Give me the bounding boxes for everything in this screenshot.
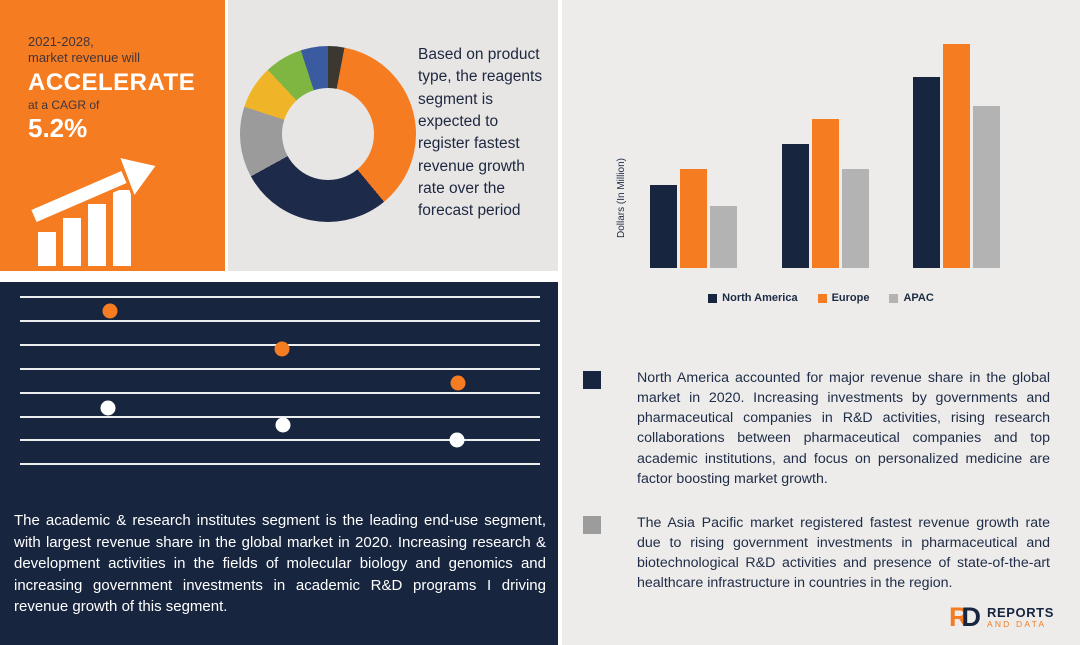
deco-line	[20, 415, 540, 418]
bullet-row: North America accounted for major revenu…	[583, 368, 1050, 489]
legend-label: APAC	[903, 292, 934, 304]
bar-north-america	[913, 77, 940, 268]
legend-label: Europe	[831, 292, 870, 304]
deco-line	[20, 319, 540, 322]
legend-swatch	[817, 293, 827, 303]
bar-apac	[710, 205, 737, 268]
deco-line	[20, 295, 540, 298]
donut-hole	[282, 88, 374, 180]
deco-line	[20, 367, 540, 370]
regional-panel: Dollars (In Million) North America Europe…	[562, 0, 1080, 645]
bullet-square-icon	[583, 371, 601, 389]
asia-pacific-bullet-text: The Asia Pacific market registered faste…	[637, 514, 1050, 592]
deco-dot	[275, 417, 291, 433]
deco-dot	[102, 303, 118, 319]
deco-dot	[450, 375, 466, 391]
donut-chart	[240, 46, 416, 222]
promo-period: 2021-2028,	[28, 34, 94, 49]
promo-cagr-label: at a CAGR of	[28, 97, 100, 112]
legend-item: Europe	[817, 292, 870, 304]
bar-group	[781, 40, 869, 268]
bar-europe	[811, 118, 839, 268]
bar-group	[650, 40, 737, 268]
dot-plot-decoration	[20, 292, 540, 482]
deco-dot	[449, 432, 465, 448]
region-bullets: North America accounted for major revenu…	[583, 368, 1050, 594]
logo-mark-r: R	[948, 602, 969, 632]
end-use-box: The academic & research institutes segme…	[0, 282, 558, 645]
bar-north-america	[650, 185, 677, 268]
legend-item: APAC	[889, 292, 934, 304]
bar-chart-ylabel: Dollars (In Million)	[616, 157, 627, 238]
legend-swatch	[889, 293, 899, 303]
logo-text: REPORTS AND DATA	[986, 604, 1054, 630]
north-america-bullet-text: North America accounted for major revenu…	[637, 370, 1050, 487]
bar-north-america	[781, 143, 809, 268]
bar-europe	[943, 44, 970, 268]
legend-swatch	[708, 293, 718, 303]
regional-bar-chart: Dollars (In Million)	[610, 36, 1020, 268]
deco-dot	[274, 341, 290, 357]
legend-item: North America	[708, 292, 798, 304]
deco-line	[20, 391, 540, 394]
growth-arrow-icon	[30, 153, 161, 266]
logo-name-bottom: AND DATA	[986, 618, 1047, 629]
bullet-row: The Asia Pacific market registered faste…	[583, 513, 1050, 594]
end-use-paragraph: The academic & research institutes segme…	[14, 512, 546, 616]
bar-chart-groups	[650, 40, 1000, 268]
promo-cagr-value: 5.2%	[28, 112, 88, 143]
donut-caption: Based on product type, the reagents segm…	[418, 46, 543, 220]
deco-line	[20, 463, 540, 466]
deco-dot	[100, 400, 116, 416]
promo-accelerate: ACCELERATE	[28, 68, 196, 96]
cagr-promo-box: 2021-2028, market revenue will ACCELERAT…	[0, 0, 225, 271]
bar-group	[913, 40, 1000, 268]
bar-legend: North America Europe APAC	[562, 292, 1080, 304]
bar-europe	[680, 168, 707, 268]
legend-label: North America	[722, 292, 798, 304]
logo-mark-d: D	[961, 602, 981, 632]
logo-name-top: REPORTS	[986, 604, 1054, 620]
bullet-square-icon	[583, 515, 601, 534]
bar-apac	[841, 168, 869, 268]
product-type-box: Based on product type, the reagents segm…	[228, 0, 558, 271]
promo-line2: market revenue will	[28, 50, 140, 66]
bar-apac	[973, 106, 1000, 268]
deco-line	[20, 439, 540, 442]
